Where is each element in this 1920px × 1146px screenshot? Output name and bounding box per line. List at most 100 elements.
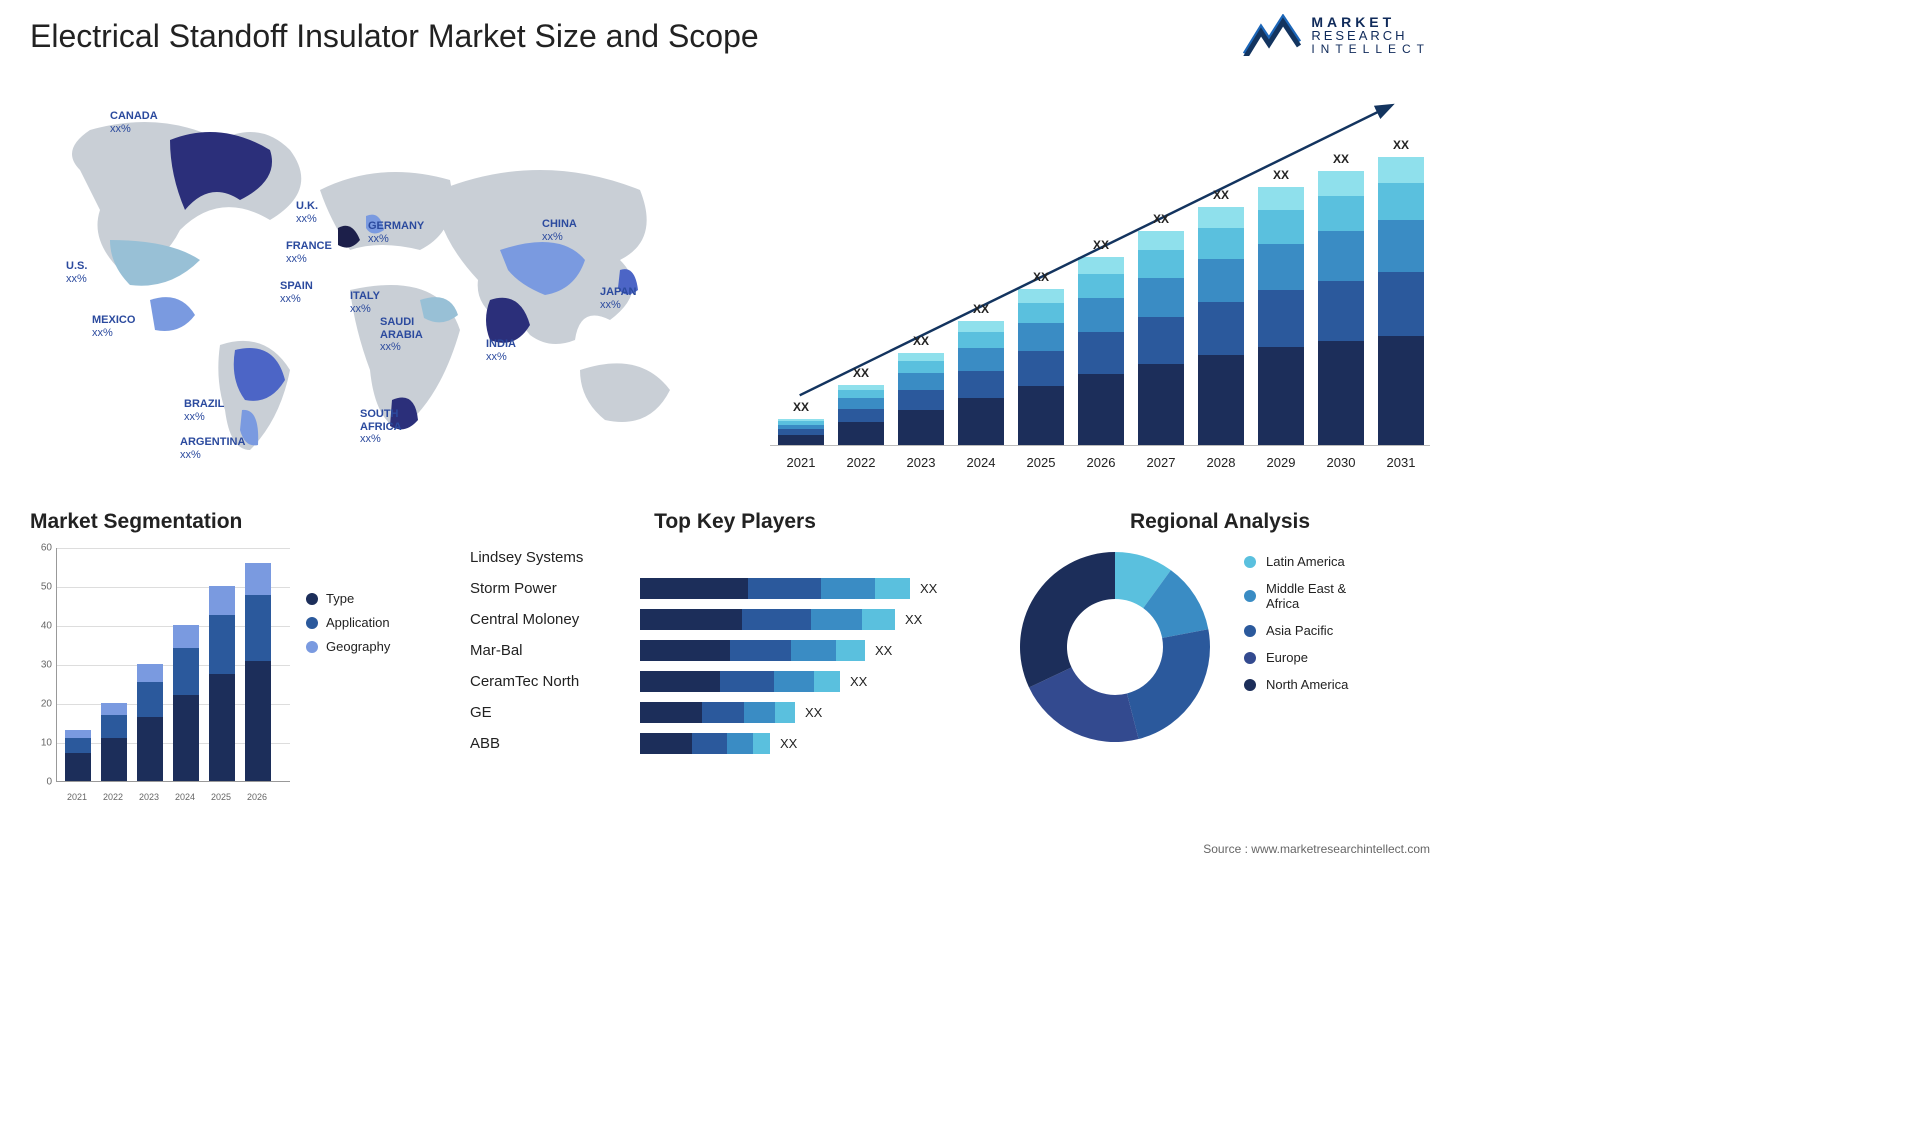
bar-segment (730, 640, 791, 661)
x-tick: 2024 (172, 792, 198, 802)
bar-segment (209, 586, 235, 615)
logo-line1: MARKET (1311, 15, 1430, 30)
bar-segment (898, 361, 944, 373)
x-tick: 2022 (100, 792, 126, 802)
bar-segment (778, 435, 824, 445)
bar-segment (958, 371, 1004, 398)
bar-segment (101, 703, 127, 715)
x-tick: 2026 (244, 792, 270, 802)
key-player-row: Central MoloneyXX (470, 604, 1000, 635)
segmentation-chart: 0102030405060202120222023202420252026 (30, 542, 290, 802)
legend-label: Application (326, 615, 390, 630)
map-label: JAPANxx% (600, 286, 636, 311)
key-player-name: CeramTec North (470, 673, 640, 690)
bar-segment (898, 373, 944, 390)
logo-icon (1243, 14, 1301, 56)
bar-value-label: XX (1198, 188, 1244, 202)
key-player-value: XX (920, 581, 937, 596)
map-label: U.S.xx% (66, 260, 87, 285)
key-player-bar (640, 578, 910, 599)
bar-value-label: XX (1378, 138, 1424, 152)
bar-segment (1378, 336, 1424, 445)
key-player-name: Mar-Bal (470, 642, 640, 659)
main-bar (778, 419, 824, 445)
x-axis-label: 2029 (1258, 455, 1304, 470)
regional-title: Regional Analysis (1010, 510, 1430, 534)
x-axis-label: 2030 (1318, 455, 1364, 470)
bar-segment (137, 717, 163, 781)
key-player-bar (640, 609, 895, 630)
bar-segment (862, 609, 895, 630)
bar-segment (875, 578, 910, 599)
bar-segment (245, 661, 271, 781)
bar-value-label: XX (838, 366, 884, 380)
bar-segment (1138, 278, 1184, 317)
bar-value-label: XX (1258, 168, 1304, 182)
bar-segment (209, 615, 235, 674)
bar-segment (1138, 317, 1184, 364)
bar-value-label: XX (1018, 270, 1064, 284)
bar-segment (898, 410, 944, 445)
bar-segment (1318, 341, 1364, 445)
main-bar-chart: XX2021XX2022XX2023XX2024XX2025XX2026XX20… (770, 100, 1430, 470)
key-player-row: Storm PowerXX (470, 573, 1000, 604)
bar-segment (821, 578, 875, 599)
legend-swatch (1244, 652, 1256, 664)
bar-segment (640, 671, 720, 692)
bar-segment (838, 398, 884, 409)
x-axis-label: 2031 (1378, 455, 1424, 470)
main-bar (1378, 157, 1424, 445)
key-player-row: GEXX (470, 697, 1000, 728)
bar-value-label: XX (1078, 238, 1124, 252)
bar-segment (1258, 290, 1304, 347)
bar-segment (209, 674, 235, 781)
bar-segment (720, 671, 774, 692)
bar-segment (640, 609, 742, 630)
bar-segment (1078, 274, 1124, 298)
bar-segment (814, 671, 840, 692)
world-map: CANADAxx%U.S.xx%MEXICOxx%BRAZILxx%ARGENT… (20, 90, 720, 490)
x-axis-label: 2028 (1198, 455, 1244, 470)
bar-segment (173, 695, 199, 781)
bar-segment (1378, 157, 1424, 183)
seg-bar (65, 730, 91, 781)
brand-logo: MARKET RESEARCH INTELLECT (1243, 14, 1430, 56)
bar-segment (791, 640, 836, 661)
legend-label: Asia Pacific (1266, 623, 1333, 638)
main-bar (838, 385, 884, 445)
bar-segment (742, 609, 811, 630)
bar-segment (640, 578, 748, 599)
bar-segment (838, 422, 884, 445)
bar-segment (811, 609, 862, 630)
bar-segment (1318, 196, 1364, 232)
y-tick: 0 (30, 777, 52, 788)
page-title: Electrical Standoff Insulator Market Siz… (30, 18, 759, 55)
bar-segment (1018, 303, 1064, 323)
key-player-value: XX (850, 674, 867, 689)
key-player-row: Lindsey Systems (470, 542, 1000, 573)
bar-segment (744, 702, 775, 723)
key-player-value: XX (780, 736, 797, 751)
bar-segment (1198, 228, 1244, 259)
legend-swatch (1244, 556, 1256, 568)
bar-segment (1318, 231, 1364, 280)
legend-swatch (1244, 625, 1256, 637)
map-label: INDIAxx% (486, 338, 516, 363)
map-label: SOUTHAFRICAxx% (360, 408, 402, 446)
x-axis-label: 2021 (778, 455, 824, 470)
legend-swatch (306, 617, 318, 629)
map-region (110, 240, 200, 286)
seg-bar (209, 586, 235, 781)
bar-segment (1258, 244, 1304, 290)
bar-segment (1198, 207, 1244, 228)
legend-item: Europe (1244, 650, 1348, 665)
bar-segment (1078, 374, 1124, 445)
legend-swatch (1244, 679, 1256, 691)
bar-segment (1318, 171, 1364, 196)
legend-label: Type (326, 591, 354, 606)
bar-segment (1258, 210, 1304, 244)
bar-segment (958, 321, 1004, 332)
seg-bar (137, 664, 163, 781)
key-player-bar (640, 702, 795, 723)
legend-label: Middle East &Africa (1266, 581, 1346, 611)
